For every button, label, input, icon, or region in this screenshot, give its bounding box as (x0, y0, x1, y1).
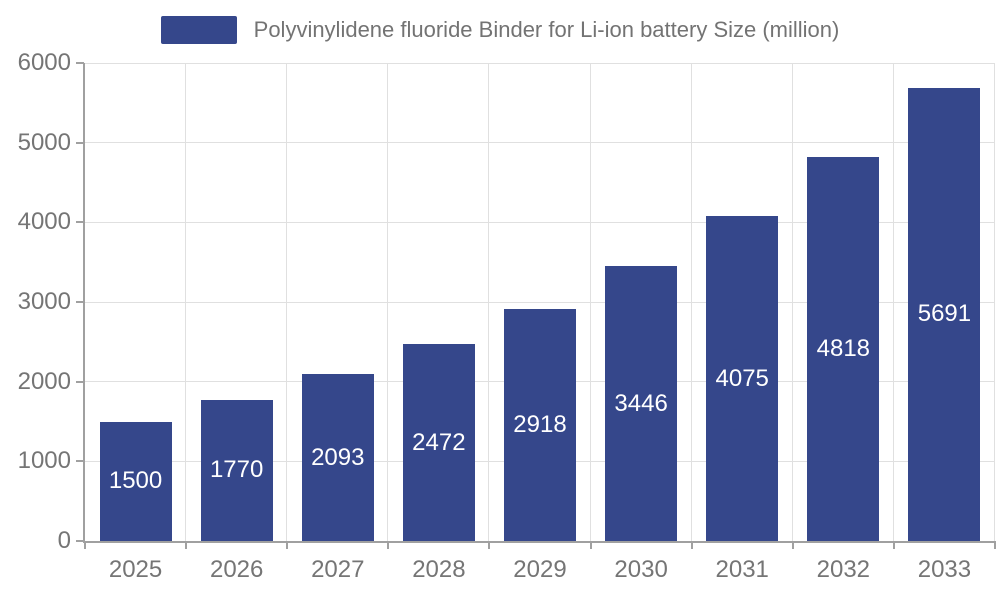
bar-value-label: 2472 (412, 428, 466, 456)
y-tick-label: 1000 (17, 447, 71, 475)
x-tick-label: 2027 (311, 556, 365, 583)
x-tick-label: 2026 (209, 556, 264, 583)
gridline-vertical (589, 63, 591, 541)
legend-swatch (160, 16, 237, 44)
bar-value-label: 3446 (614, 389, 668, 417)
y-tick-label: 0 (57, 527, 71, 554)
bar-2031[interactable]: 4075 (706, 216, 779, 541)
y-tick-label: 6000 (17, 49, 71, 76)
x-tick-label: 2031 (715, 556, 769, 583)
y-axis-line (83, 63, 85, 541)
gridline-vertical (690, 63, 692, 541)
x-axis-tick (286, 541, 289, 549)
gridline-vertical (892, 63, 894, 541)
gridline-vertical (286, 63, 288, 541)
bar-2029[interactable]: 2918 (504, 308, 576, 541)
x-axis-tick (892, 541, 895, 549)
x-tick-label: 2029 (513, 556, 567, 583)
x-axis-tick (690, 541, 693, 549)
y-axis-tick (76, 141, 84, 144)
y-axis-tick (76, 221, 84, 224)
y-axis-tick (76, 460, 84, 463)
bar-value-label: 4818 (816, 335, 871, 363)
bar-value-label: 5691 (917, 300, 972, 328)
x-axis-tick (488, 541, 491, 549)
legend-item[interactable]: Polyvinylidene fluoride Binder for Li-io… (0, 16, 1000, 44)
bar-value-label: 2918 (513, 410, 567, 438)
legend-label: Polyvinylidene fluoride Binder for Li-io… (253, 17, 840, 42)
bar-value-label: 2093 (311, 443, 365, 471)
x-tick-label: 2033 (917, 556, 972, 583)
y-tick-label: 2000 (17, 367, 71, 395)
x-tick-label: 2032 (816, 556, 871, 583)
x-tick-label: 2025 (108, 556, 163, 583)
bar-value-label: 1500 (108, 467, 163, 495)
y-tick-label: 4000 (17, 208, 71, 236)
gridline-vertical (488, 63, 490, 541)
gridline-horizontal (85, 301, 995, 303)
x-axis-tick (791, 541, 794, 549)
x-axis-line (83, 541, 995, 543)
x-tick-label: 2030 (614, 556, 668, 583)
bar-2030[interactable]: 3446 (605, 266, 678, 541)
gridline-vertical (791, 63, 793, 541)
gridline-vertical (994, 63, 995, 541)
y-axis-tick (76, 540, 84, 542)
x-axis-tick (589, 541, 592, 549)
gridline-horizontal (85, 221, 995, 223)
x-axis-tick (185, 541, 188, 549)
gridline-horizontal (85, 62, 995, 64)
bar-2025[interactable]: 1500 (99, 421, 172, 541)
bar-value-label: 4075 (715, 364, 769, 392)
x-axis-tick (84, 541, 86, 549)
y-tick-label: 5000 (17, 128, 71, 156)
y-axis-tick (76, 301, 84, 303)
x-axis-tick (994, 541, 996, 549)
bar-2028[interactable]: 2472 (402, 344, 475, 541)
y-axis-tick (76, 380, 84, 383)
gridline-vertical (387, 63, 389, 541)
bar-2032[interactable]: 4818 (807, 157, 880, 541)
y-tick-label: 3000 (17, 288, 71, 315)
gridline-horizontal (85, 142, 995, 144)
y-axis-tick (76, 62, 84, 64)
x-axis-tick (387, 541, 390, 549)
gridline-vertical (185, 63, 187, 541)
bar-value-label: 1770 (209, 456, 264, 484)
x-tick-label: 2028 (412, 556, 466, 583)
bar-2026[interactable]: 1770 (200, 399, 273, 541)
bar-2033[interactable]: 5691 (908, 87, 981, 541)
bar-2027[interactable]: 2093 (301, 374, 374, 541)
